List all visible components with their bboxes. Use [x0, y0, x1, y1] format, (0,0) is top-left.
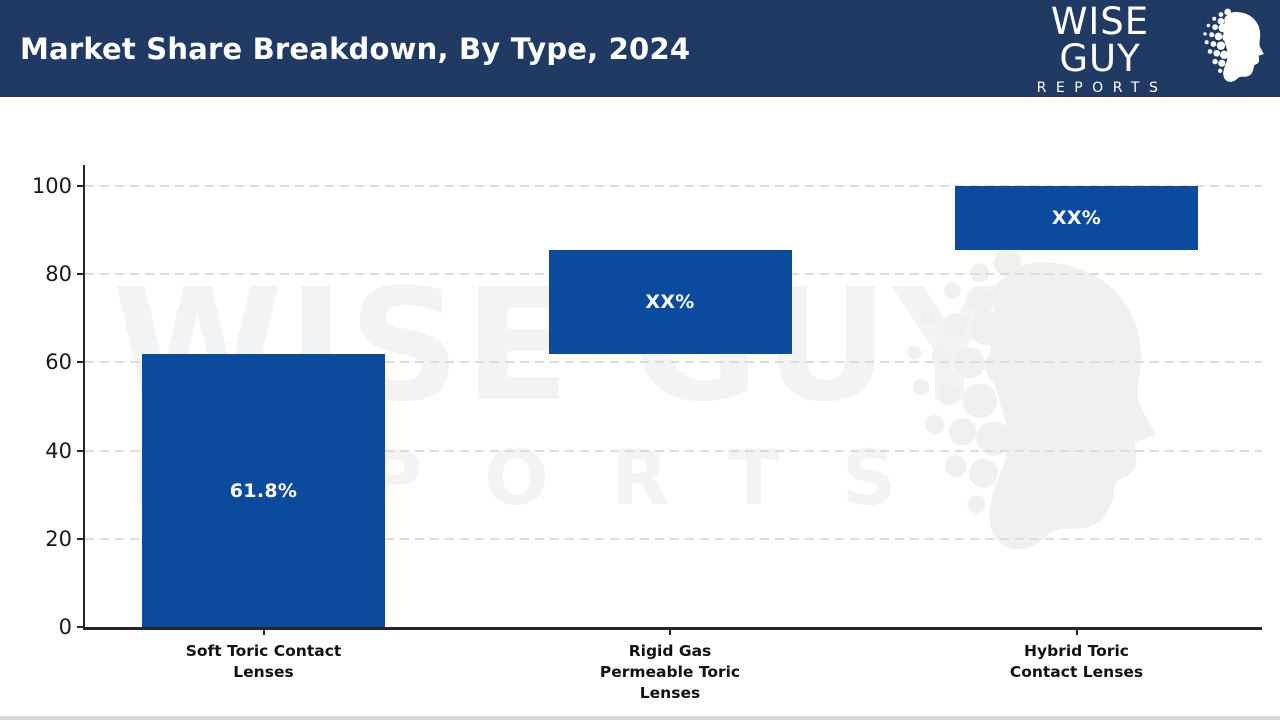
y-tick-label: 80 [45, 262, 72, 287]
logo-wordmark: WISE GUY [1050, 0, 1150, 80]
y-tick-mark-80 [77, 273, 85, 276]
logo-subtext: REPORTS [1036, 79, 1168, 96]
bar-2: XX% [548, 250, 792, 355]
x-axis [83, 627, 1262, 630]
gridline-20 [85, 537, 1262, 540]
category-label-line: Contact Lenses [1009, 663, 1144, 681]
category-label-3: Hybrid Toric Contact Lenses [917, 641, 1237, 683]
footer-strip [0, 716, 1280, 720]
bar-label-2: XX% [645, 291, 695, 314]
x-tick-mark-1 [262, 627, 265, 635]
category-label-2: Rigid Gas Permeable Toric Lenses [510, 641, 830, 704]
y-tick-label: 60 [45, 350, 72, 375]
y-tick-mark-0 [77, 626, 85, 628]
category-label-line: Soft Toric Contact [185, 642, 342, 660]
y-tick-label: 100 [31, 174, 72, 198]
gridline-60 [85, 361, 1262, 364]
y-tick-mark-100 [77, 185, 85, 187]
y-axis [83, 165, 85, 629]
category-label-line: Rigid Gas [628, 642, 712, 660]
bar-1: 61.8% [142, 354, 385, 627]
y-tick-label: 40 [45, 438, 72, 463]
y-tick-label: 20 [45, 526, 72, 551]
bar-label-1: 61.8% [229, 479, 298, 502]
header-bar: Market Share Breakdown, By Type, 2024 WI… [0, 0, 1280, 97]
y-tick-label: 0 [58, 615, 72, 639]
y-tick-mark-20 [77, 537, 85, 540]
category-label-1: Soft Toric Contact Lenses [104, 641, 424, 683]
page-title: Market Share Breakdown, By Type, 2024 [20, 31, 691, 66]
gridline-100 [85, 185, 1262, 187]
category-label-line: Lenses [639, 684, 701, 702]
gridline-40 [85, 449, 1262, 452]
x-tick-mark-3 [1075, 627, 1078, 635]
category-label-line: Permeable Toric [599, 663, 741, 681]
y-tick-mark-60 [77, 361, 85, 364]
x-tick-mark-2 [669, 627, 671, 635]
brand-logo: WISE GUY REPORTS [1004, 3, 1272, 96]
category-label-line: Lenses [233, 663, 294, 681]
logo-text: WISE GUY REPORTS [1004, 3, 1196, 96]
category-label-line: Hybrid Toric [1024, 642, 1129, 660]
bar-label-3: XX% [1051, 207, 1102, 230]
y-tick-mark-40 [77, 449, 85, 452]
bar-3: XX% [955, 186, 1198, 251]
chart-area: 0 20 40 60 80 100 61.8% Soft Toric Contact Lense… [0, 97, 1280, 716]
